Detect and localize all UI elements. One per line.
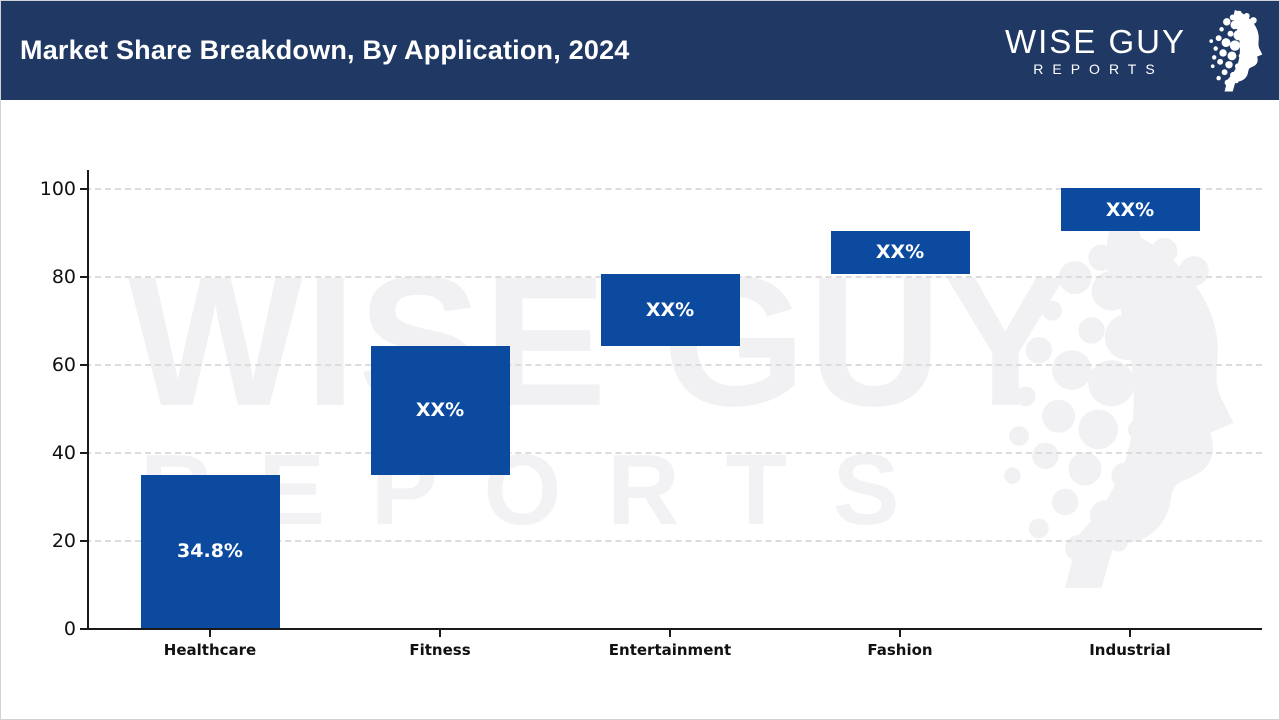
- y-tick-mark: [80, 452, 87, 454]
- y-tick-label: 60: [51, 354, 76, 376]
- brand-face-icon: [1192, 7, 1266, 93]
- header-bar: Market Share Breakdown, By Application, …: [0, 0, 1280, 100]
- brand-subname: REPORTS: [1033, 60, 1164, 77]
- y-tick-label: 40: [51, 442, 76, 464]
- x-tick-label-entertainment: Entertainment: [608, 641, 732, 659]
- y-tick-mark: [80, 276, 87, 278]
- page-title: Market Share Breakdown, By Application, …: [20, 34, 630, 65]
- bar-industrial: XX%: [1060, 188, 1200, 232]
- x-tick-label-fitness: Fitness: [409, 641, 471, 659]
- waterfall-chart: WISE GUY REPORTS 0 20 40 60 80 100 Healthcare F…: [0, 100, 1280, 720]
- bar-value-label: XX%: [415, 399, 465, 422]
- brand-wordmark: WISE GUY REPORTS: [1005, 25, 1186, 76]
- x-tick-label-healthcare: Healthcare: [163, 641, 257, 659]
- y-tick-label: 20: [51, 530, 76, 552]
- gridline-y-40: [85, 452, 1262, 454]
- y-tick-mark: [80, 364, 87, 366]
- bar-fashion: XX%: [830, 231, 970, 274]
- y-tick-mark: [80, 188, 87, 190]
- x-tick-label-industrial: Industrial: [1089, 641, 1171, 659]
- bar-value-label: XX%: [875, 241, 925, 264]
- y-tick-label: 0: [63, 618, 76, 640]
- bar-entertainment: XX%: [600, 273, 740, 346]
- y-tick-label: 80: [51, 266, 76, 288]
- watermark-face-icon: [920, 210, 1250, 596]
- brand-logo: WISE GUY REPORTS: [1005, 7, 1266, 93]
- y-tick-label: 100: [39, 178, 76, 200]
- bar-value-label: XX%: [1105, 198, 1155, 221]
- x-tick-mark: [439, 630, 441, 637]
- x-tick-mark: [669, 630, 671, 637]
- y-tick-mark: [80, 540, 87, 542]
- gridline-y-20: [85, 540, 1262, 542]
- x-axis-line: [85, 628, 1262, 630]
- brand-name: WISE GUY: [1004, 22, 1186, 60]
- gridline-y-100: [85, 188, 1262, 190]
- y-tick-mark: [80, 628, 87, 630]
- bar-fitness: XX%: [370, 345, 510, 475]
- bar-value-label: 34.8%: [177, 540, 243, 563]
- x-tick-mark: [1129, 630, 1131, 637]
- gridline-y-60: [85, 364, 1262, 366]
- watermark-text-primary: WISE GUY: [128, 239, 1070, 445]
- bar-healthcare: 34.8%: [140, 474, 280, 628]
- x-tick-mark: [209, 630, 211, 637]
- y-axis-line: [87, 170, 89, 629]
- x-tick-mark: [899, 630, 901, 637]
- bar-value-label: XX%: [645, 298, 695, 321]
- x-tick-label-fashion: Fashion: [867, 641, 933, 659]
